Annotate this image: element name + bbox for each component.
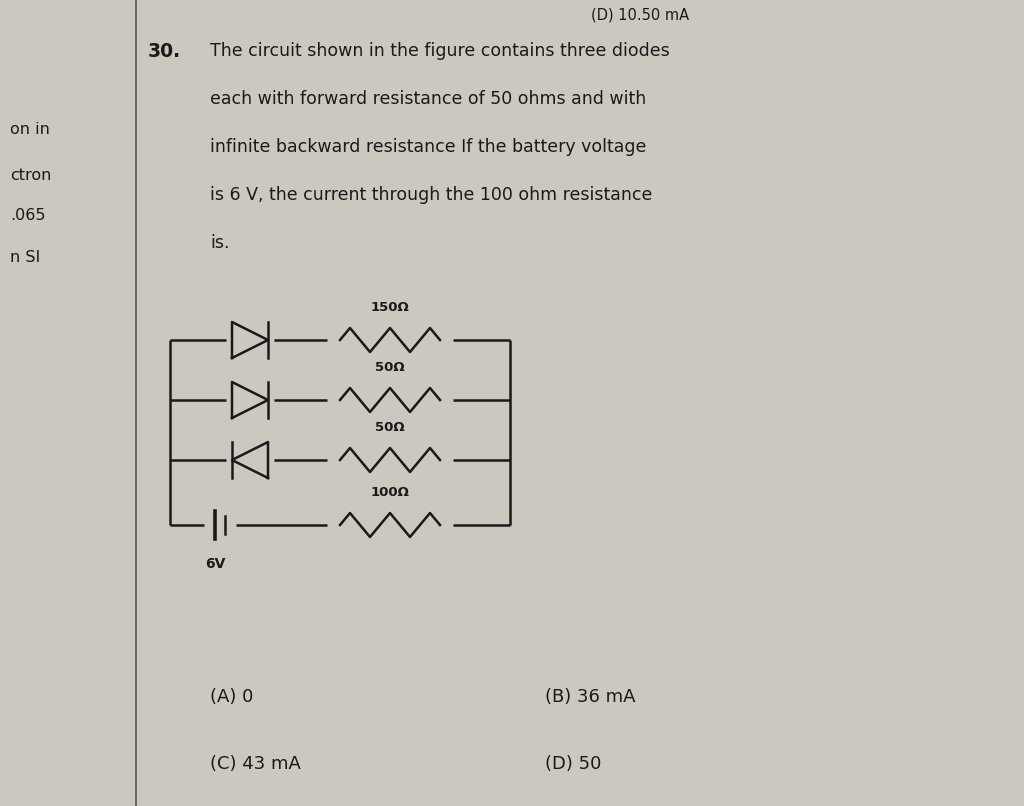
Text: 100Ω: 100Ω (371, 486, 410, 499)
Text: 50Ω: 50Ω (375, 421, 404, 434)
Text: (C) 43 mA: (C) 43 mA (210, 755, 301, 773)
Text: on in: on in (10, 123, 50, 138)
Text: (D) 10.50 mA: (D) 10.50 mA (591, 8, 689, 23)
Text: 30.: 30. (148, 42, 181, 61)
Text: 6V: 6V (205, 557, 225, 571)
Text: is.: is. (210, 234, 229, 252)
Text: (A) 0: (A) 0 (210, 688, 253, 706)
Text: (D) 50: (D) 50 (545, 755, 601, 773)
Text: .065: .065 (10, 207, 45, 222)
Text: 150Ω: 150Ω (371, 301, 410, 314)
Text: n SI: n SI (10, 251, 40, 265)
Text: (B) 36 mA: (B) 36 mA (545, 688, 636, 706)
Text: is 6 V, the current through the 100 ohm resistance: is 6 V, the current through the 100 ohm … (210, 186, 652, 204)
Text: infinite backward resistance If the battery voltage: infinite backward resistance If the batt… (210, 138, 646, 156)
Text: each with forward resistance of 50 ohms and with: each with forward resistance of 50 ohms … (210, 90, 646, 108)
Text: ctron: ctron (10, 168, 51, 182)
Text: 50Ω: 50Ω (375, 361, 404, 374)
Text: The circuit shown in the figure contains three diodes: The circuit shown in the figure contains… (210, 42, 670, 60)
